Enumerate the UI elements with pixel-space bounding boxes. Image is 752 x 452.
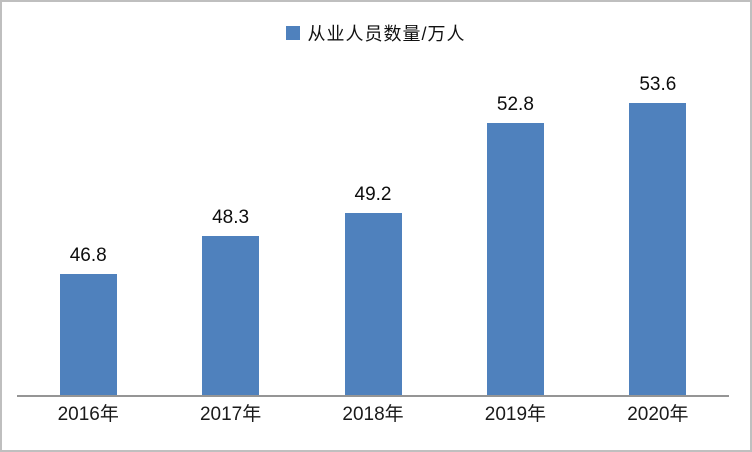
x-axis-tick-label: 2017年	[199, 404, 262, 425]
x-axis-tick-label: 2019年	[484, 404, 547, 425]
legend-square-icon	[286, 26, 301, 40]
x-axis-tick-label: 2016年	[57, 404, 119, 425]
x-axis-labels: 2016年 2017年 2018年 2019年 2020年	[17, 404, 729, 427]
x-axis-tick-label: 2018年	[342, 404, 404, 425]
chart-legend: 从业人员数量/万人	[2, 20, 750, 46]
bar-group: 52.8	[444, 42, 586, 395]
bar-group: 48.3	[159, 42, 301, 395]
x-axis-tick-label: 2020年	[627, 404, 689, 425]
legend-label: 从业人员数量/万人	[307, 24, 466, 44]
bar	[344, 213, 402, 395]
bar-group: 49.2	[302, 42, 444, 395]
bar-group: 53.6	[587, 42, 729, 395]
bar-group: 46.8	[17, 42, 159, 395]
bar	[59, 273, 117, 395]
bar	[629, 102, 687, 395]
bar-data-label: 48.3	[212, 207, 250, 229]
bar-data-label: 49.2	[354, 184, 392, 206]
bar	[202, 236, 260, 395]
bar-data-label: 52.8	[496, 93, 534, 115]
bar-data-label: 53.6	[639, 73, 677, 95]
bar-data-label: 46.8	[69, 244, 107, 266]
bar	[486, 122, 544, 395]
plot-area: 46.8 48.3 49.2 52.8 53.6	[17, 42, 729, 397]
